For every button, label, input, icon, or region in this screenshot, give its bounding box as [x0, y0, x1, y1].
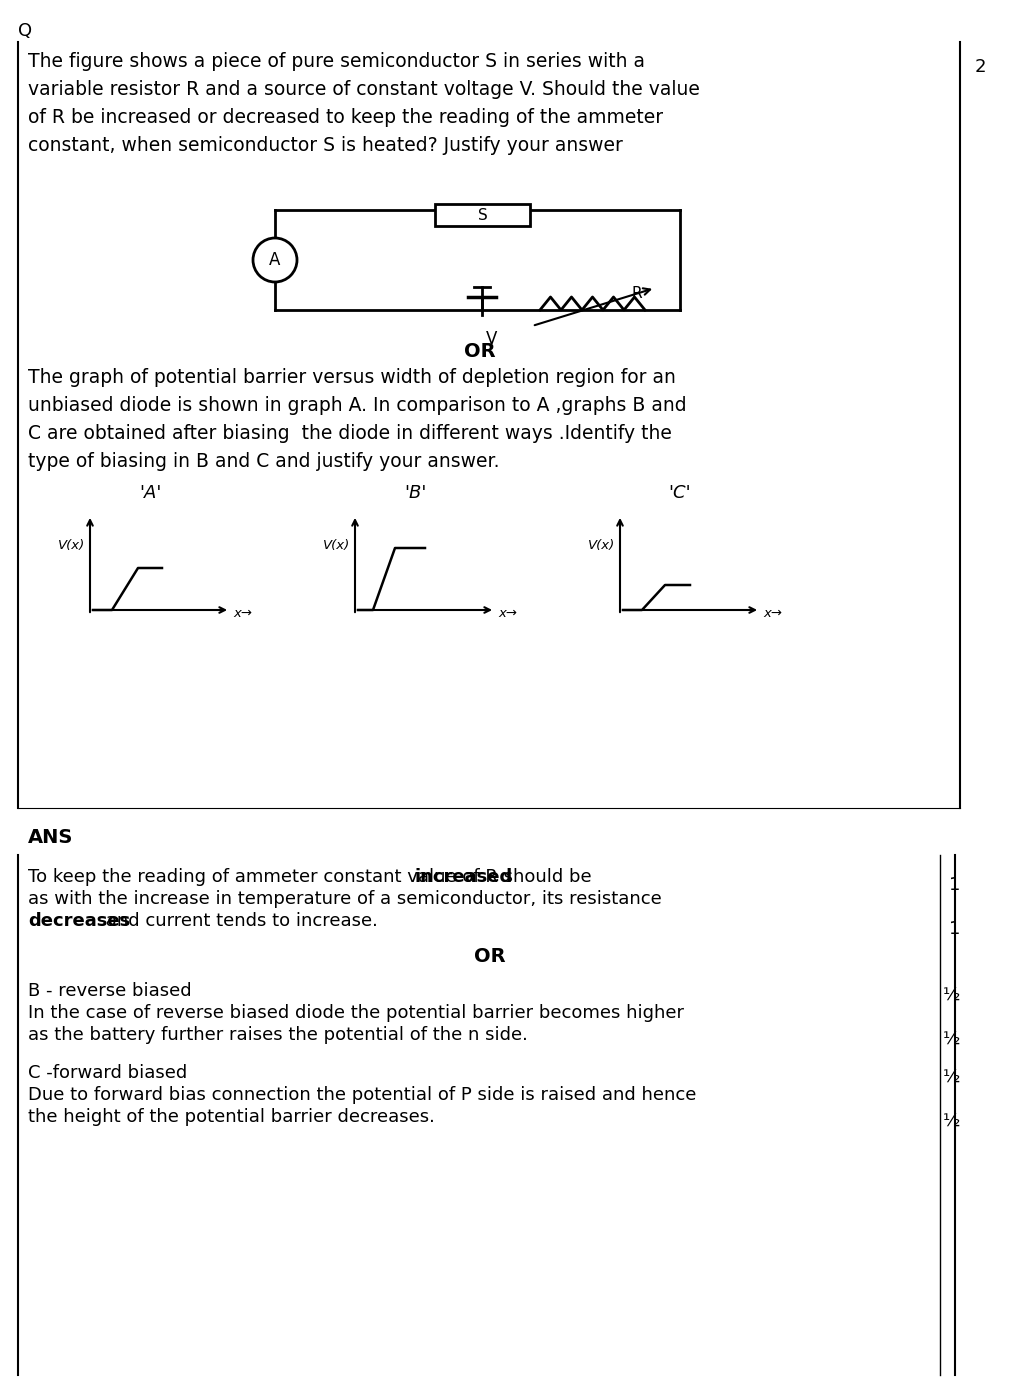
Text: V(x): V(x) — [57, 538, 85, 552]
Text: OR: OR — [464, 342, 496, 362]
Text: V(x): V(x) — [588, 538, 615, 552]
Text: x→: x→ — [498, 606, 517, 620]
Text: C are obtained after biasing  the diode in different ways .Identify the: C are obtained after biasing the diode i… — [28, 424, 672, 443]
Text: V(x): V(x) — [323, 538, 350, 552]
Text: increased: increased — [415, 868, 513, 886]
Text: To keep the reading of ammeter constant value of R should be: To keep the reading of ammeter constant … — [28, 868, 597, 886]
Text: A: A — [269, 251, 281, 269]
Text: 2: 2 — [975, 58, 986, 76]
Text: In the case of reverse biased diode the potential barrier becomes higher: In the case of reverse biased diode the … — [28, 1005, 684, 1023]
Text: The graph of potential barrier versus width of depletion region for an: The graph of potential barrier versus wi… — [28, 368, 676, 386]
Text: type of biasing in B and C and justify your answer.: type of biasing in B and C and justify y… — [28, 453, 500, 471]
Text: ANS: ANS — [28, 828, 74, 847]
Text: ½: ½ — [942, 987, 961, 1005]
Text: decreases: decreases — [28, 912, 130, 930]
Text: variable resistor R and a source of constant voltage V. Should the value: variable resistor R and a source of cons… — [28, 80, 699, 99]
Text: S: S — [477, 207, 487, 222]
Text: as with the increase in temperature of a semiconductor, its resistance: as with the increase in temperature of a… — [28, 890, 662, 908]
Text: ½: ½ — [942, 1070, 961, 1087]
Text: of R be increased or decreased to keep the reading of the ammeter: of R be increased or decreased to keep t… — [28, 108, 664, 127]
Text: and current tends to increase.: and current tends to increase. — [100, 912, 378, 930]
Text: ½: ½ — [942, 1031, 961, 1049]
Text: The figure shows a piece of pure semiconductor S in series with a: The figure shows a piece of pure semicon… — [28, 52, 645, 70]
Circle shape — [253, 237, 297, 282]
Bar — [435, 204, 530, 226]
Text: C -forward biased: C -forward biased — [28, 1064, 187, 1082]
Text: 1: 1 — [948, 876, 961, 894]
Text: unbiased diode is shown in graph A. In comparison to A ,graphs B and: unbiased diode is shown in graph A. In c… — [28, 396, 687, 415]
Text: x→: x→ — [763, 606, 782, 620]
Text: ½: ½ — [942, 1114, 961, 1132]
Text: x→: x→ — [233, 606, 252, 620]
Text: constant, when semiconductor S is heated? Justify your answer: constant, when semiconductor S is heated… — [28, 137, 623, 155]
Text: as the battery further raises the potential of the n side.: as the battery further raises the potent… — [28, 1025, 528, 1045]
Text: Due to forward bias connection the potential of P side is raised and hence: Due to forward bias connection the poten… — [28, 1086, 696, 1104]
Text: Q: Q — [18, 22, 32, 40]
Text: 'A': 'A' — [139, 484, 161, 502]
Text: B - reverse biased: B - reverse biased — [28, 983, 191, 1000]
Text: OR: OR — [474, 947, 506, 966]
Text: the height of the potential barrier decreases.: the height of the potential barrier decr… — [28, 1108, 435, 1126]
Text: V: V — [486, 330, 498, 348]
Text: 1: 1 — [948, 920, 961, 938]
Text: R: R — [632, 286, 642, 301]
Text: 'B': 'B' — [403, 484, 426, 502]
Text: 'C': 'C' — [669, 484, 691, 502]
